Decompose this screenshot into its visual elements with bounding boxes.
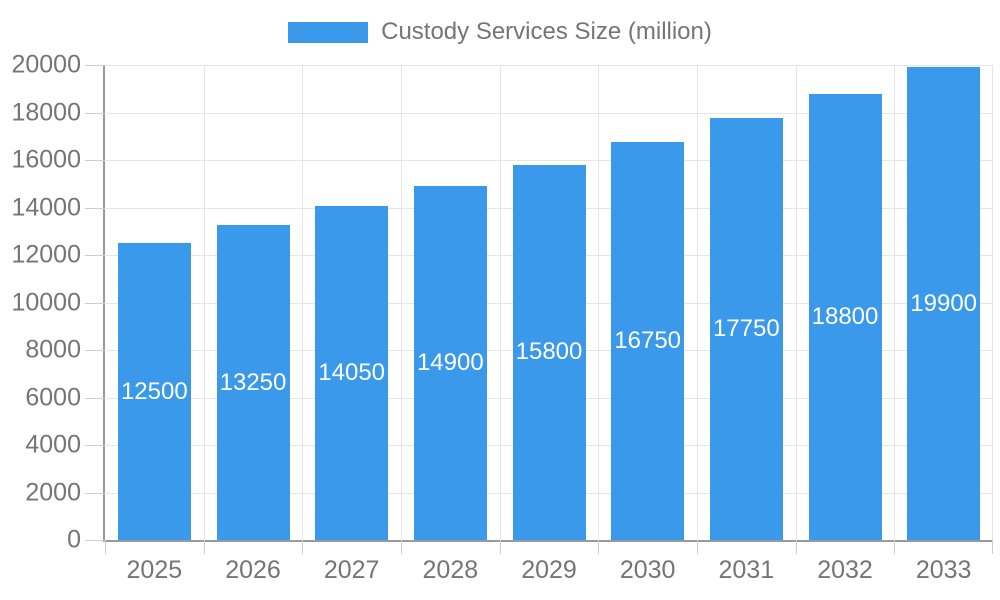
x-tick-mark: [499, 540, 501, 554]
bar-value-label: 19900: [910, 289, 978, 317]
x-axis-label: 2032: [817, 556, 873, 584]
x-axis-label: 2025: [126, 556, 183, 584]
y-tick-mark: [85, 445, 105, 446]
x-gridline: [697, 65, 698, 540]
x-gridline: [203, 65, 205, 540]
x-tick-mark: [894, 540, 896, 554]
x-axis-label: 2026: [225, 556, 281, 584]
bar-value-label: 14900: [416, 349, 484, 377]
bar: 16750: [611, 142, 685, 540]
y-tick-mark: [85, 350, 105, 351]
bar-value-label: 17750: [712, 315, 780, 343]
y-axis-label: 10000: [11, 288, 81, 316]
legend-swatch: [288, 21, 369, 43]
x-axis-label: 2030: [619, 556, 676, 584]
y-tick-mark: [85, 540, 105, 541]
x-tick-mark: [105, 540, 106, 554]
y-axis-label: 6000: [25, 383, 81, 411]
bar: 19900: [907, 67, 981, 540]
legend-label: Custody Services Size (million): [381, 18, 712, 45]
y-gridline: [105, 112, 993, 114]
x-tick-mark: [992, 540, 993, 554]
y-gridline: [105, 65, 993, 66]
bar: 13250: [216, 225, 290, 540]
x-tick-mark: [401, 540, 402, 554]
x-tick-mark: [302, 540, 304, 554]
y-tick-mark: [85, 397, 105, 399]
bar: 14900: [413, 186, 487, 540]
x-gridline: [894, 65, 896, 540]
y-tick-mark: [85, 65, 105, 66]
bar: 18800: [808, 93, 882, 540]
y-axis-label: 14000: [11, 193, 81, 221]
bar: 17750: [709, 118, 783, 540]
bar: 12500: [117, 243, 191, 540]
bar-value-label: 13250: [219, 368, 287, 396]
bar-value-label: 18800: [811, 302, 879, 330]
x-tick-mark: [203, 540, 205, 554]
bar-value-label: 16750: [614, 327, 682, 355]
x-gridline: [499, 65, 501, 540]
x-gridline: [795, 65, 797, 540]
x-axis-label: 2031: [718, 556, 775, 584]
y-tick-mark: [85, 492, 105, 494]
y-axis-label: 4000: [25, 430, 81, 459]
x-axis-label: 2027: [323, 556, 380, 584]
y-tick-mark: [85, 160, 105, 161]
x-gridline: [302, 65, 304, 540]
y-gridline: [105, 160, 993, 161]
y-axis-label: 0: [67, 525, 81, 554]
x-tick-mark: [795, 540, 797, 554]
y-axis-label: 20000: [11, 50, 81, 79]
y-axis-label: 18000: [11, 98, 81, 126]
y-axis-label: 2000: [25, 478, 81, 506]
y-tick-mark: [85, 302, 105, 304]
y-axis-label: 16000: [11, 145, 81, 174]
y-tick-mark: [85, 207, 105, 209]
bar-value-label: 15800: [515, 338, 583, 366]
y-tick-mark: [85, 255, 105, 256]
y-axis-label: 8000: [25, 335, 81, 364]
x-axis-label: 2029: [521, 556, 577, 584]
plot-area: 0 2000 4000 6000 8000 10000 12000 14000 16000 180…: [11, 51, 993, 584]
bar: 14050: [315, 206, 389, 540]
x-gridline: [598, 65, 600, 540]
x-tick-mark: [598, 540, 600, 554]
chart-legend: Custody Services Size (million): [0, 18, 1000, 46]
bar: 15800: [512, 164, 586, 540]
x-gridline: [401, 65, 402, 540]
x-gridline: [992, 65, 993, 540]
y-axis-label: 12000: [11, 240, 81, 269]
bar-value-label: 12500: [120, 377, 188, 405]
y-tick-mark: [85, 112, 105, 114]
bar-value-label: 14050: [318, 359, 386, 387]
x-axis-label: 2033: [915, 556, 972, 584]
x-tick-mark: [697, 540, 698, 554]
x-axis-label: 2028: [422, 556, 479, 584]
